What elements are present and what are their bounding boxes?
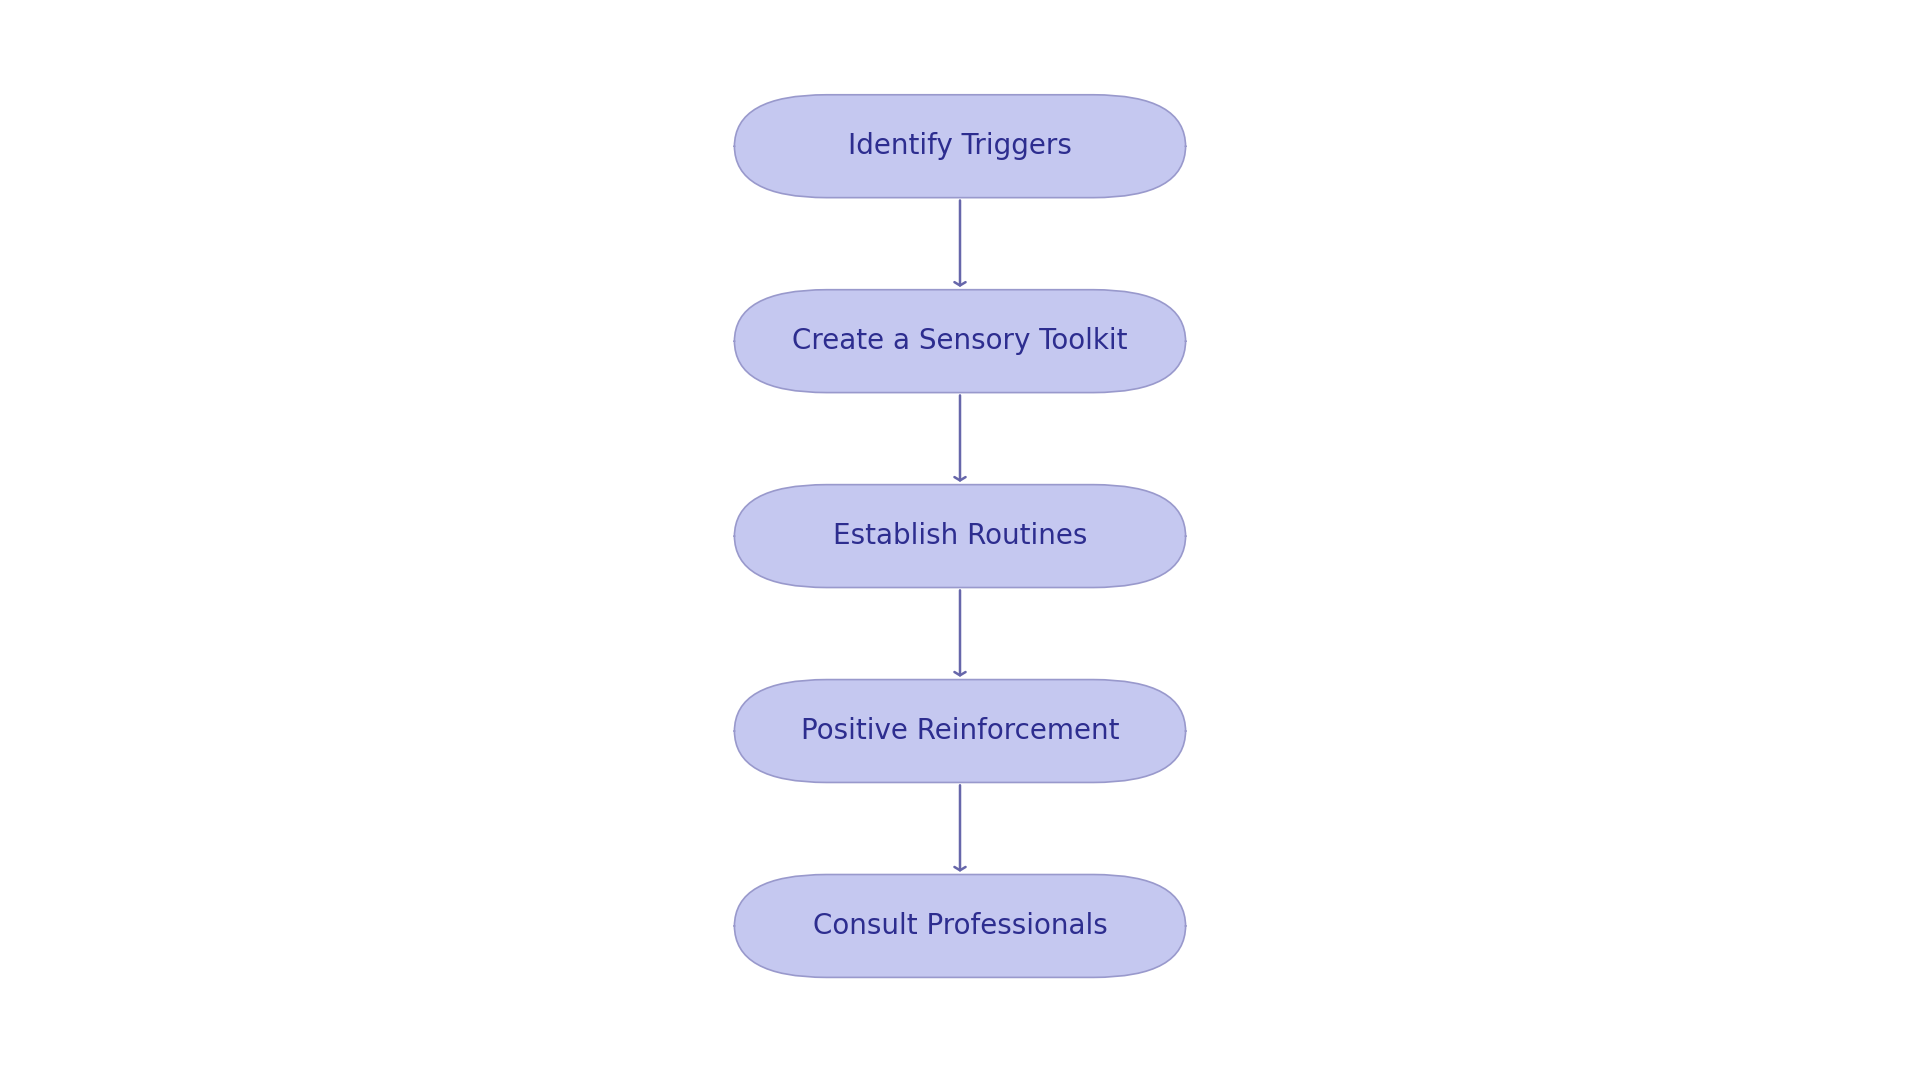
Text: Identify Triggers: Identify Triggers: [849, 132, 1071, 160]
Text: Positive Reinforcement: Positive Reinforcement: [801, 717, 1119, 745]
Text: Consult Professionals: Consult Professionals: [812, 912, 1108, 940]
Text: Establish Routines: Establish Routines: [833, 522, 1087, 550]
FancyBboxPatch shape: [733, 680, 1185, 782]
Text: Create a Sensory Toolkit: Create a Sensory Toolkit: [793, 327, 1127, 355]
FancyBboxPatch shape: [733, 289, 1185, 393]
FancyBboxPatch shape: [733, 875, 1185, 977]
FancyBboxPatch shape: [733, 95, 1185, 198]
FancyBboxPatch shape: [733, 485, 1185, 587]
